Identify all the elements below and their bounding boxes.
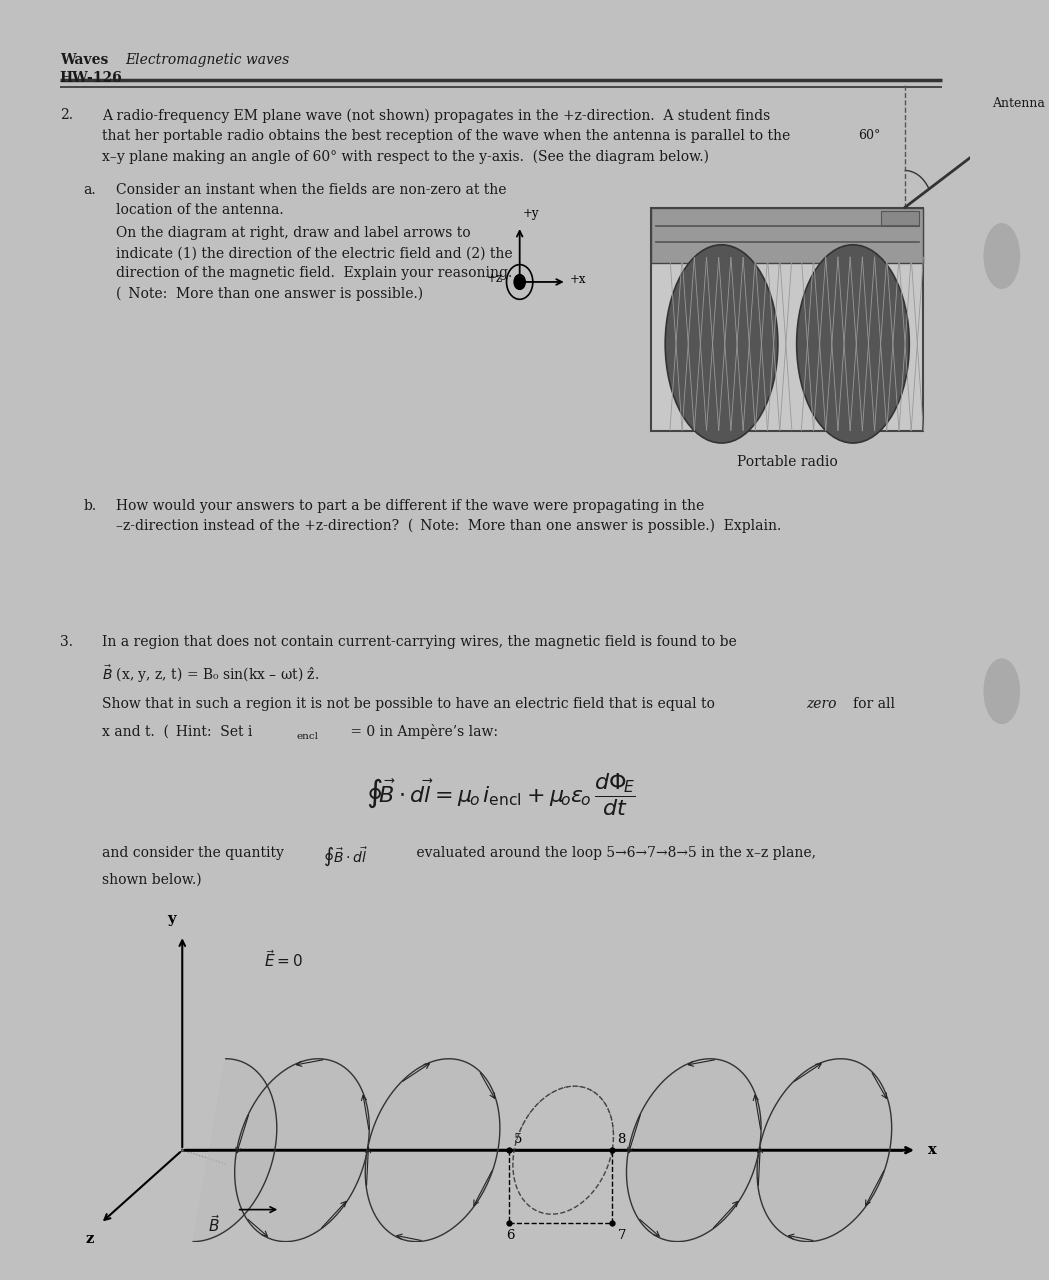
Text: Show that in such a region it is not be possible to have an electric field that : Show that in such a region it is not be … <box>102 698 714 710</box>
Text: 8: 8 <box>618 1133 626 1147</box>
Text: y: y <box>167 913 175 927</box>
Polygon shape <box>365 1059 500 1242</box>
Text: a.: a. <box>83 183 95 197</box>
Ellipse shape <box>665 244 778 443</box>
Circle shape <box>984 224 1020 288</box>
Text: x: x <box>927 1143 937 1157</box>
Text: Portable radio: Portable radio <box>736 456 837 470</box>
Bar <box>881 211 919 227</box>
Text: $\vec{B}$ (x, y, z, t) = B₀ sin(kx – ωt) ẑ.: $\vec{B}$ (x, y, z, t) = B₀ sin(kx – ωt)… <box>102 663 319 685</box>
Text: and consider the quantity: and consider the quantity <box>102 846 288 860</box>
Text: 6: 6 <box>506 1229 515 1243</box>
Polygon shape <box>235 1059 369 1242</box>
Text: z: z <box>86 1233 94 1247</box>
Text: In a region that does not contain current-carrying wires, the magnetic field is : In a region that does not contain curren… <box>102 635 736 649</box>
Text: for all: for all <box>853 698 895 710</box>
Ellipse shape <box>796 244 909 443</box>
Text: $\oint\vec{B}\cdot d\vec{l}$: $\oint\vec{B}\cdot d\vec{l}$ <box>322 846 368 869</box>
Polygon shape <box>193 1059 277 1242</box>
Text: Electromagnetic waves: Electromagnetic waves <box>126 52 290 67</box>
Text: $\vec{E} = 0$: $\vec{E} = 0$ <box>264 950 303 970</box>
Circle shape <box>514 274 526 289</box>
Text: $\vec{B}$: $\vec{B}$ <box>208 1215 220 1235</box>
Text: Waves: Waves <box>60 52 108 67</box>
Circle shape <box>984 659 1020 723</box>
Text: Antenna: Antenna <box>992 97 1045 110</box>
Text: 60°: 60° <box>858 129 880 142</box>
Text: +z: +z <box>487 271 502 284</box>
Bar <box>651 207 923 264</box>
Polygon shape <box>626 1059 762 1242</box>
FancyBboxPatch shape <box>651 207 923 430</box>
Text: 3.: 3. <box>60 635 72 649</box>
Text: b.: b. <box>83 499 97 513</box>
Text: zero: zero <box>806 698 836 710</box>
Text: 2.: 2. <box>60 109 72 123</box>
Text: $\oint \!\vec{B}\cdot d\vec{l} = \mu_{\!o}\,i_{\rm encl} + \mu_{\!o}\varepsilon_: $\oint \!\vec{B}\cdot d\vec{l} = \mu_{\!… <box>366 772 636 818</box>
Text: 7: 7 <box>618 1229 626 1243</box>
Text: = 0 in Ampère’s law:: = 0 in Ampère’s law: <box>346 724 498 740</box>
Text: HW-126: HW-126 <box>60 72 123 86</box>
Text: encl: encl <box>296 732 318 741</box>
Text: +x: +x <box>570 273 586 285</box>
Polygon shape <box>757 1059 892 1242</box>
Text: On the diagram at right, draw and label arrows to
indicate (1) the direction of : On the diagram at right, draw and label … <box>116 227 513 301</box>
Text: Consider an instant when the fields are non-zero at the
location of the antenna.: Consider an instant when the fields are … <box>116 183 507 216</box>
Text: shown below.): shown below.) <box>102 873 201 887</box>
Text: A radio-frequency EM plane wave (not shown) propagates in the +z-direction.  A s: A radio-frequency EM plane wave (not sho… <box>102 109 790 164</box>
Text: 5: 5 <box>514 1133 522 1147</box>
Text: evaluated around the loop 5→6→7→8→5 in the x–z plane,: evaluated around the loop 5→6→7→8→5 in t… <box>411 846 816 860</box>
Text: How would your answers to part a be different if the wave were propagating in th: How would your answers to part a be diff… <box>116 499 782 534</box>
Text: x and t.  ( Hint:  Set i: x and t. ( Hint: Set i <box>102 724 252 739</box>
Text: +y: +y <box>522 207 539 220</box>
